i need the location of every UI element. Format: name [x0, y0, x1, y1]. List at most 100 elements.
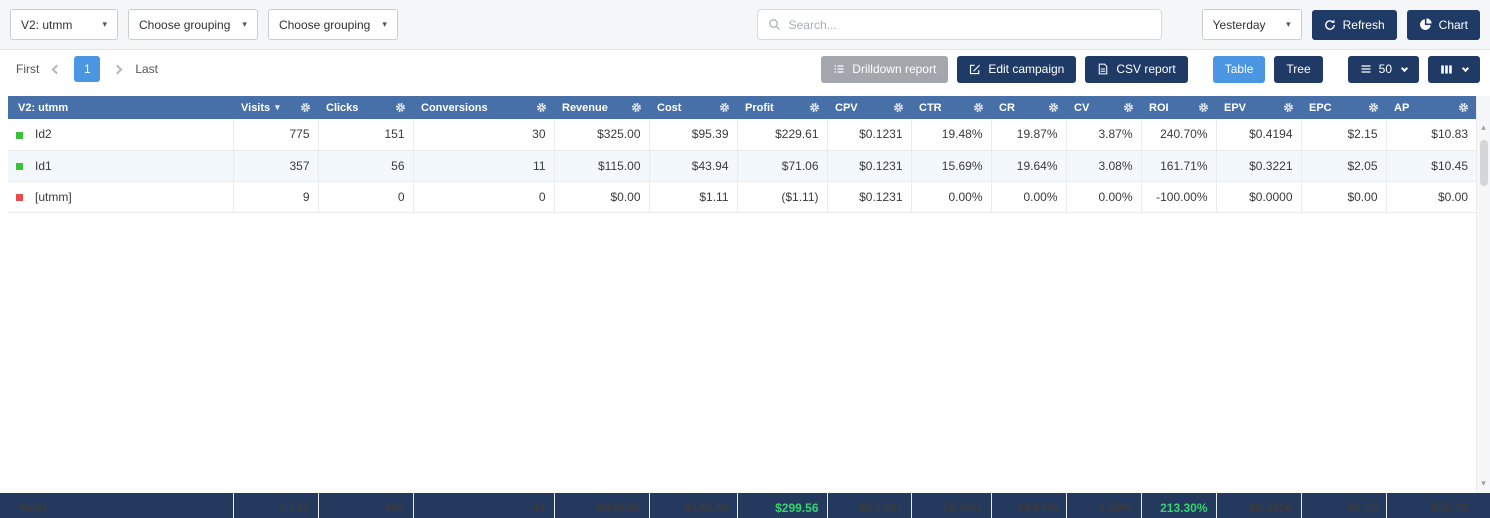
col-label: Cost — [657, 101, 682, 114]
cell-conversions: 30 — [413, 119, 555, 151]
chevron-left-icon[interactable] — [51, 64, 62, 74]
refresh-icon — [1324, 19, 1336, 31]
dimension-header-label: V2: utmm — [18, 101, 69, 114]
drilldown-report-button[interactable]: Drilldown report — [821, 55, 949, 83]
campaign-select[interactable]: V2: utmm ▾ — [10, 9, 118, 40]
col-header-ap[interactable]: AP — [1386, 96, 1476, 119]
col-header-profit[interactable]: Profit — [737, 96, 827, 119]
sort-caret-icon: ▾ — [275, 102, 280, 112]
col-header-cost[interactable]: Cost — [649, 96, 737, 119]
col-header-ctr[interactable]: CTR — [911, 96, 991, 119]
col-header-conversions[interactable]: Conversions — [413, 96, 554, 119]
col-header-cr[interactable]: CR — [991, 96, 1066, 119]
gear-icon[interactable] — [1368, 102, 1379, 113]
row-name-cell[interactable]: Id2 — [8, 119, 234, 151]
col-header-revenue[interactable]: Revenue — [554, 96, 649, 119]
cell-visits: 9 — [233, 181, 319, 213]
cell-revenue: $115.00 — [554, 150, 650, 182]
col-label: EPC — [1309, 101, 1332, 114]
search-box — [756, 9, 1162, 40]
gear-icon[interactable] — [1048, 102, 1059, 113]
gear-icon[interactable] — [809, 102, 820, 113]
cell-ctr: 19.48% — [911, 119, 992, 151]
total-visits: 1,141 — [233, 493, 319, 518]
cell-cr: 19.87% — [991, 119, 1067, 151]
cell-cost: $95.39 — [649, 119, 738, 151]
gear-icon[interactable] — [719, 102, 730, 113]
gear-icon[interactable] — [1198, 102, 1209, 113]
search-input[interactable] — [788, 17, 1151, 32]
csv-report-button[interactable]: CSV report — [1085, 55, 1188, 83]
row-name-cell[interactable]: [utmm] — [8, 181, 234, 213]
page-button-current[interactable]: 1 — [74, 56, 101, 82]
col-header-epc[interactable]: EPC — [1301, 96, 1386, 119]
gear-icon[interactable] — [395, 102, 406, 113]
chevron-down-icon — [1400, 64, 1409, 72]
col-label: Profit — [745, 101, 774, 114]
gear-icon[interactable] — [973, 102, 984, 113]
cell-cv: 3.87% — [1066, 119, 1142, 151]
status-indicator-red — [16, 193, 23, 201]
gear-icon[interactable] — [1123, 102, 1134, 113]
table-row[interactable]: Id2 775 151 30 $325.00 $95.39 $229.61 $0.1231 19… — [8, 119, 1476, 151]
chart-button[interactable]: Chart — [1406, 9, 1480, 40]
scroll-down-icon[interactable]: ▾ — [1481, 478, 1486, 488]
pagination-last[interactable]: Last — [135, 62, 159, 76]
col-header-cpv[interactable]: CPV — [827, 96, 911, 119]
col-header-clicks[interactable]: Clicks — [318, 96, 413, 119]
cell-cpv: $0.1231 — [827, 119, 912, 151]
total-row: Total 1,141 207 41 $440.00 $140.44 $299.56 $0.1… — [8, 493, 1476, 518]
cell-epc: $2.15 — [1301, 119, 1387, 151]
col-header-visits[interactable]: Visits ▾ — [233, 96, 318, 119]
cell-cost: $43.94 — [649, 150, 738, 182]
columns-button[interactable] — [1428, 55, 1480, 83]
table-row[interactable]: Id1 357 56 11 $115.00 $43.94 $71.06 $0.1231 15.6… — [8, 150, 1476, 182]
gear-icon[interactable] — [631, 102, 642, 113]
report-table-area: V2: utmm Visits ▾ Clicks Conversions Revenue… — [0, 88, 1490, 493]
cell-epc: $0.00 — [1301, 181, 1387, 213]
gear-icon[interactable] — [893, 102, 904, 113]
drilldown-label: Drilldown report — [852, 62, 937, 76]
cell-cr: 0.00% — [991, 181, 1067, 213]
gear-icon[interactable] — [300, 102, 311, 113]
grouping-select-1[interactable]: Choose grouping ▾ — [128, 9, 258, 40]
refresh-button[interactable]: Refresh — [1311, 9, 1397, 40]
cell-profit: $71.06 — [737, 150, 828, 182]
csv-report-label: CSV report — [1116, 62, 1176, 76]
chevron-down-icon: ▾ — [382, 19, 387, 29]
date-range-select[interactable]: Yesterday ▾ — [1201, 9, 1302, 40]
pagination: First 1 Last — [10, 56, 158, 82]
scroll-up-icon[interactable]: ▴ — [1481, 122, 1486, 132]
total-ap: $10.73 — [1386, 493, 1476, 518]
col-header-epv[interactable]: EPV — [1216, 96, 1301, 119]
col-header-roi[interactable]: ROI — [1141, 96, 1216, 119]
grouping-select-2[interactable]: Choose grouping ▾ — [267, 9, 398, 40]
table-view-toggle[interactable]: Table — [1212, 55, 1266, 83]
gear-icon[interactable] — [1283, 102, 1294, 113]
gear-icon[interactable] — [536, 102, 547, 113]
rows-per-page-button[interactable]: 50 — [1347, 55, 1419, 83]
chart-label: Chart — [1438, 17, 1468, 32]
chevron-right-icon[interactable] — [112, 64, 123, 74]
edit-campaign-button[interactable]: Edit campaign — [957, 55, 1077, 83]
table-row[interactable]: [utmm] 9 0 0 $0.00 $1.11 ($1.11) $0.1231 0.00% 0.… — [8, 181, 1476, 213]
gear-icon[interactable] — [1458, 102, 1469, 113]
pagination-first[interactable]: First — [16, 62, 40, 76]
report-table: V2: utmm Visits ▾ Clicks Conversions Revenue… — [8, 96, 1476, 213]
tree-view-toggle[interactable]: Tree — [1274, 55, 1323, 83]
row-name: Id2 — [35, 127, 52, 142]
row-name-cell[interactable]: Id1 — [8, 150, 234, 182]
col-header-dimension[interactable]: V2: utmm — [8, 96, 233, 119]
col-header-cv[interactable]: CV — [1066, 96, 1141, 119]
refresh-label: Refresh — [1342, 17, 1385, 32]
total-cr: 19.81% — [991, 493, 1067, 518]
total-conversions: 41 — [413, 493, 555, 518]
cell-visits: 357 — [233, 150, 319, 182]
scrollbar-thumb[interactable] — [1480, 140, 1488, 186]
total-epc: $2.13 — [1301, 493, 1387, 518]
cell-cr: 19.64% — [991, 150, 1067, 182]
col-label: CPV — [835, 101, 858, 114]
vertical-scrollbar[interactable]: ▴ ▾ — [1476, 96, 1490, 493]
total-bar: Total 1,141 207 41 $440.00 $140.44 $299.56 $0.1… — [0, 493, 1490, 518]
